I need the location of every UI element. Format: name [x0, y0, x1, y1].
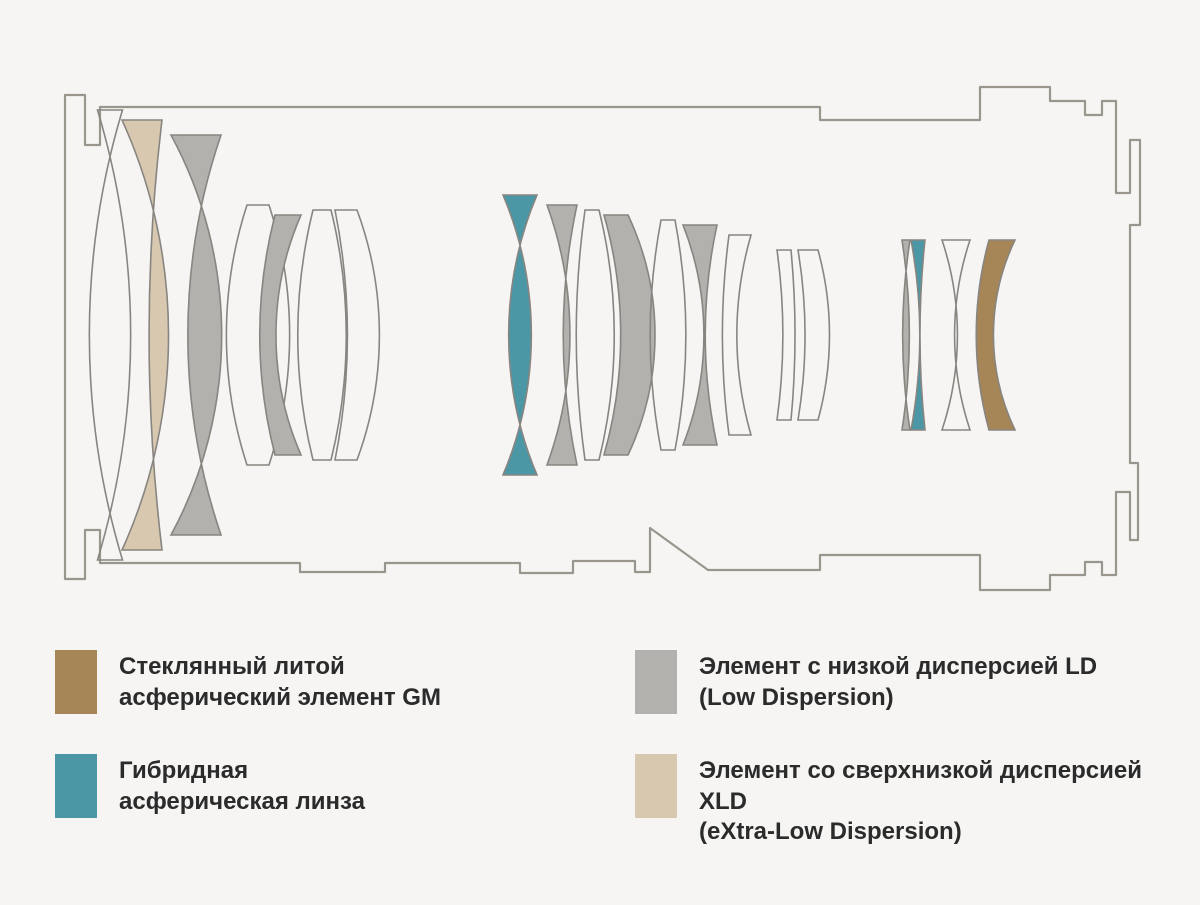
lens-element-18: [942, 240, 970, 430]
legend-item-xld: Элемент со сверхнизкой дисперсией XLD(eX…: [635, 754, 1155, 848]
legend-swatch-xld: [635, 754, 677, 818]
lens-element-7: [503, 195, 537, 475]
legend-item-ld: Элемент с низкой дисперсией LD(Low Dispe…: [635, 650, 1155, 714]
lens-element-8: [547, 205, 577, 465]
lens-element-9: [576, 210, 614, 460]
legend-swatch-gm: [55, 650, 97, 714]
lens-element-14: [777, 250, 795, 420]
lens-element-6: [335, 210, 379, 460]
lens-element-15: [798, 250, 829, 420]
legend-swatch-ld: [635, 650, 677, 714]
legend-label-gm: Стеклянный литойасферический элемент GM: [119, 650, 441, 713]
lens-element-16: [902, 240, 910, 430]
lens-element-12: [683, 225, 717, 445]
lens-element-5: [298, 210, 346, 460]
lens-element-2: [171, 135, 222, 535]
lens-element-1: [122, 120, 169, 550]
lens-element-19: [976, 240, 1015, 430]
lens-element-13: [722, 235, 751, 435]
legend: Стеклянный литойасферический элемент GM Э…: [55, 650, 1155, 848]
legend-swatch-hybrid: [55, 754, 97, 818]
lens-diagram: [40, 45, 1160, 600]
legend-label-hybrid: Гибриднаяасферическая линза: [119, 754, 365, 817]
lens-element-17: [911, 240, 925, 430]
legend-item-gm: Стеклянный литойасферический элемент GM: [55, 650, 575, 714]
legend-label-xld: Элемент со сверхнизкой дисперсией XLD(eX…: [699, 754, 1155, 848]
lens-element-0: [89, 110, 130, 560]
legend-label-ld: Элемент с низкой дисперсией LD(Low Dispe…: [699, 650, 1097, 713]
lens-element-4: [260, 215, 301, 455]
lens-element-10: [604, 215, 655, 455]
legend-item-hybrid: Гибриднаяасферическая линза: [55, 754, 575, 848]
